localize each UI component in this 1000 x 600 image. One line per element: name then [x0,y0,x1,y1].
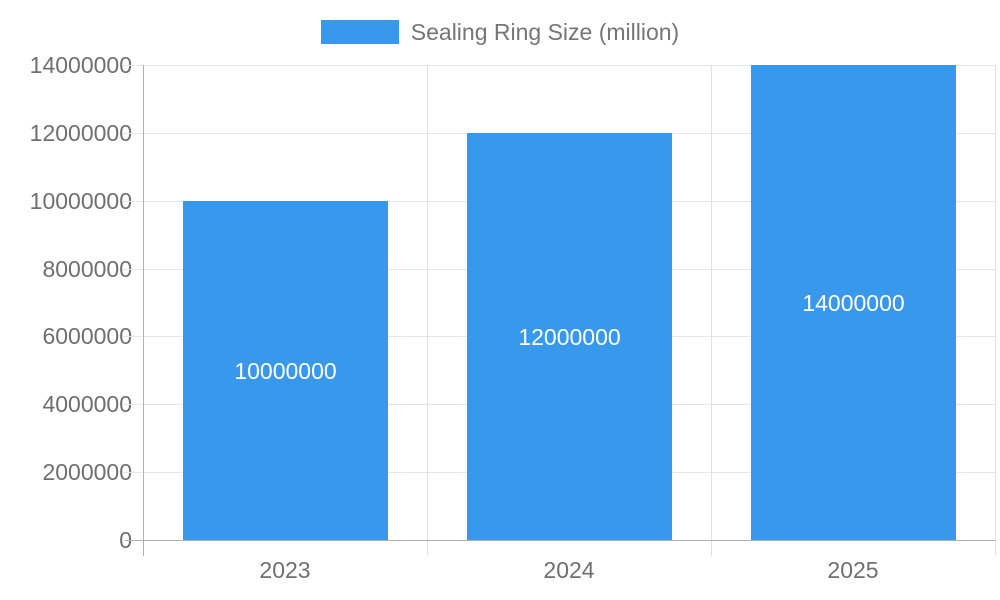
bar-value-label: 10000000 [234,357,337,384]
x-tick-label: 2025 [827,557,879,583]
legend[interactable]: Sealing Ring Size (million) [0,18,1000,46]
x-tick-label: 2024 [543,557,595,583]
y-tick-label: 2000000 [42,459,132,485]
bar-value-label: 12000000 [518,323,621,350]
x-axis-line [125,540,995,541]
x-tick-label: 2023 [259,557,311,583]
category-boundary-line [711,65,712,556]
y-tick-label: 14000000 [29,52,132,78]
bar: 10000000 [183,201,388,540]
legend-swatch[interactable] [320,20,399,44]
y-axis-line [143,65,144,556]
grid-line-horizontal [123,65,995,66]
bar: 12000000 [467,133,672,540]
y-tick-label: 8000000 [42,256,132,282]
legend-label[interactable]: Sealing Ring Size (million) [410,19,680,45]
y-tick-label: 0 [119,527,132,553]
category-boundary-line [995,65,996,556]
category-boundary-line [427,65,428,556]
y-tick-label: 6000000 [42,323,132,349]
bar-value-label: 14000000 [802,289,905,316]
y-tick-label: 12000000 [29,120,132,146]
y-tick-label: 4000000 [42,391,132,417]
y-tick-label: 10000000 [29,188,132,214]
bar: 14000000 [751,65,956,540]
